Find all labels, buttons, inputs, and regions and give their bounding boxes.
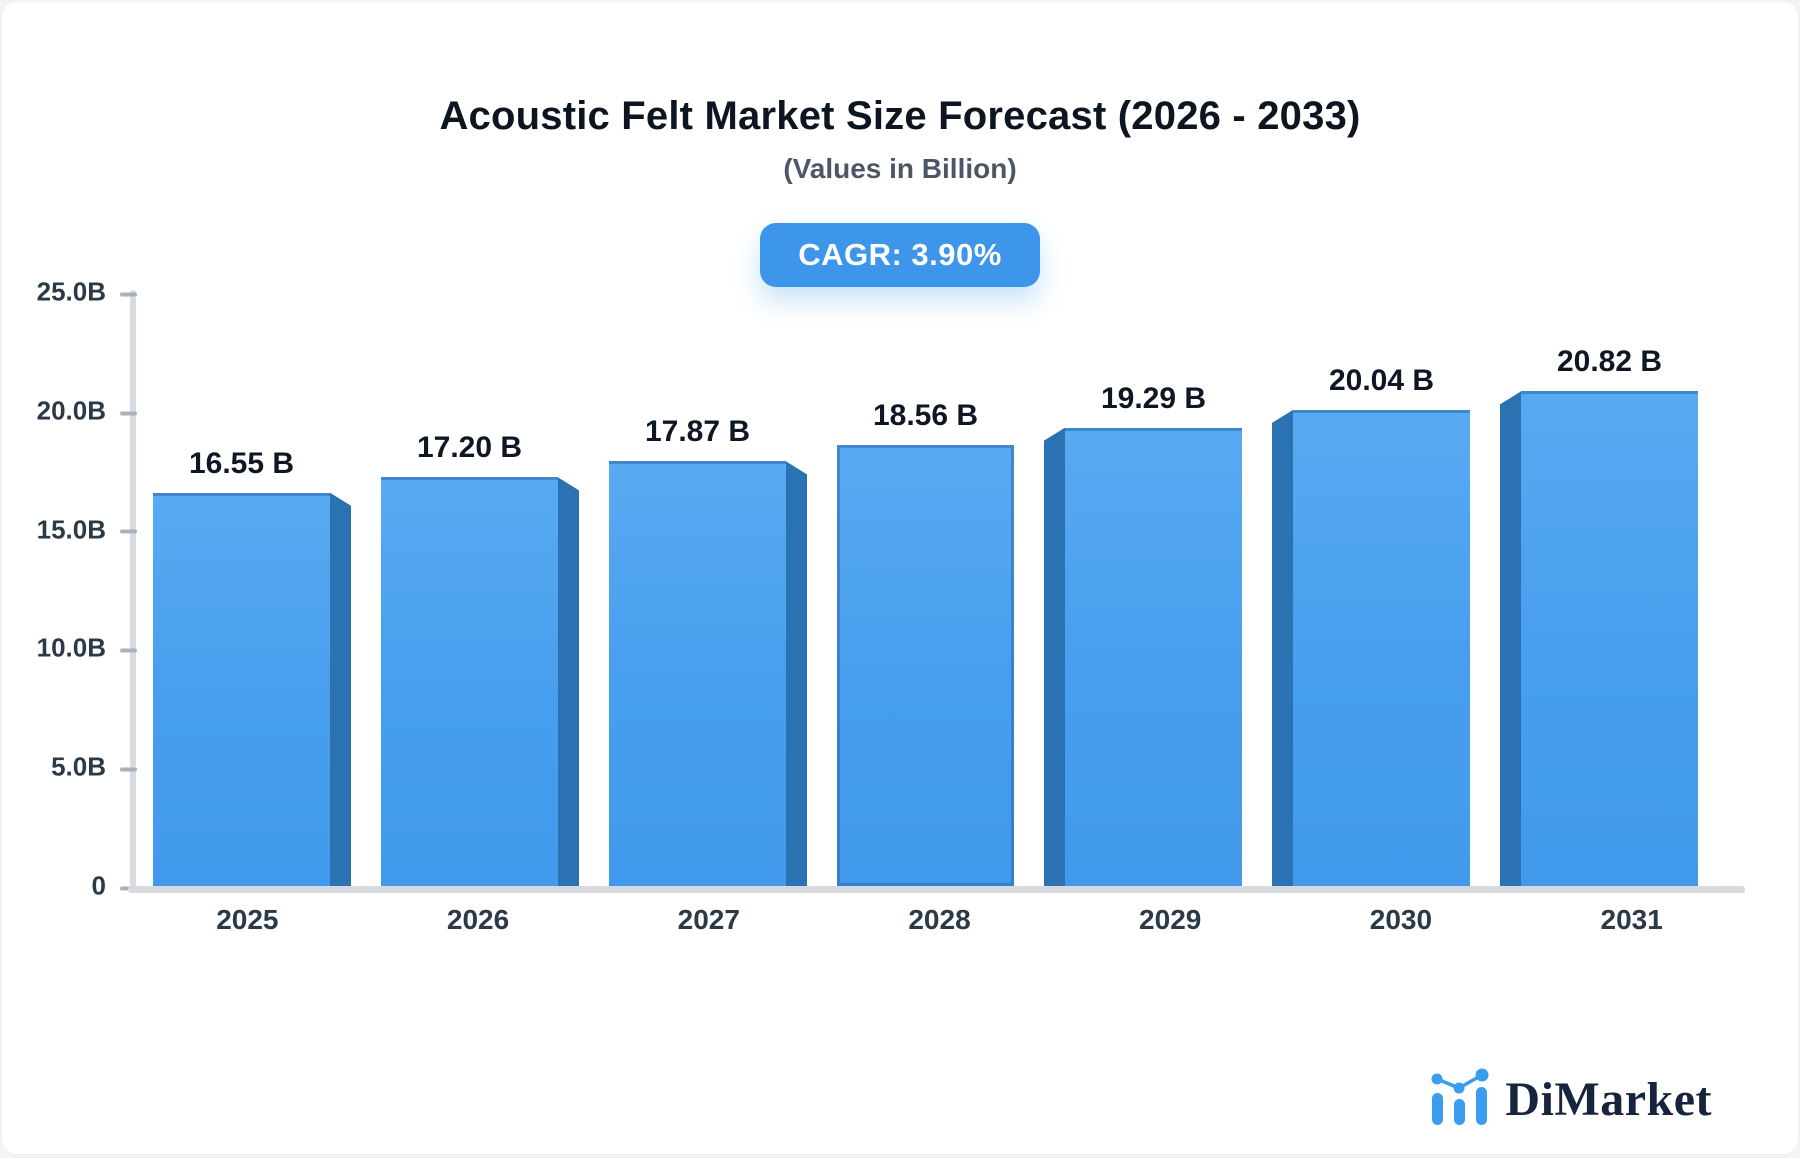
- value-label-2030: 20.04 B: [1328, 363, 1435, 397]
- chart-subtitle: (Values in Billion): [783, 153, 1017, 184]
- value-label-2025: 16.55 B: [188, 446, 295, 480]
- x-label-2026: 2026: [446, 904, 510, 935]
- y-tick-mark: [120, 411, 137, 416]
- chart-title: Acoustic Felt Market Size Forecast (2026…: [439, 94, 1361, 138]
- y-tick-label: 25.0B: [36, 276, 106, 307]
- y-tick-mark: [120, 648, 137, 653]
- value-label-2027: 17.87 B: [644, 415, 751, 449]
- bar-2026-bevel: [558, 477, 579, 886]
- bar-2029-bevel: [1044, 427, 1065, 886]
- bar-2030[interactable]: [1293, 409, 1470, 886]
- x-label-2027: 2027: [677, 904, 740, 935]
- y-tick-10.0B: 10.0B: [20, 633, 137, 664]
- y-axis-line: [130, 290, 136, 892]
- cagr-badge: CAGR: 3.90%: [760, 223, 1040, 287]
- bar-2029[interactable]: [1065, 427, 1242, 886]
- dimarket-logo-icon: [1431, 1068, 1489, 1125]
- brand-logo: DiMarket: [1429, 1068, 1712, 1130]
- brand-name: DiMarket: [1505, 1072, 1712, 1126]
- bar-2028[interactable]: [837, 445, 1014, 886]
- y-tick-mark: [120, 529, 137, 534]
- bar-2027-bevel: [786, 461, 807, 886]
- y-tick-mark: [120, 292, 137, 297]
- x-label-2031: 2031: [1600, 904, 1663, 935]
- x-label-2030: 2030: [1369, 904, 1433, 935]
- y-tick-label: 10.0B: [36, 632, 106, 663]
- bar-2027[interactable]: [609, 461, 786, 886]
- value-label-2031: 20.82 B: [1556, 345, 1663, 379]
- y-tick-5.0B: 5.0B: [20, 752, 137, 783]
- bar-2026[interactable]: [381, 477, 558, 886]
- bar-2031-bevel: [1500, 391, 1521, 886]
- bar-2025[interactable]: [153, 492, 330, 886]
- value-label-2028: 18.56 B: [872, 399, 979, 432]
- x-label-2029: 2029: [1139, 904, 1202, 935]
- y-tick-20.0B: 20.0B: [20, 395, 137, 426]
- y-tick-0: 0: [20, 871, 137, 902]
- bar-2031[interactable]: [1521, 391, 1698, 886]
- y-tick-label: 15.0B: [36, 514, 106, 545]
- x-label-2028: 2028: [908, 904, 971, 935]
- bar-2030-bevel: [1272, 409, 1293, 886]
- chart-header: Acoustic Felt Market Size Forecast (2026…: [2, 2, 1798, 287]
- value-label-2026: 17.20 B: [416, 431, 523, 465]
- y-tick-label: 5.0B: [51, 751, 106, 782]
- value-label-2029: 19.29 B: [1100, 381, 1207, 415]
- y-tick-label: 0: [91, 870, 106, 901]
- bar-2025-bevel: [330, 492, 351, 886]
- x-axis-line: [128, 886, 1745, 893]
- x-label-2025: 2025: [216, 904, 279, 935]
- y-tick-label: 20.0B: [36, 395, 106, 426]
- y-tick-mark: [120, 767, 137, 772]
- y-tick-25.0B: 25.0B: [20, 277, 137, 308]
- y-tick-15.0B: 15.0B: [20, 514, 137, 545]
